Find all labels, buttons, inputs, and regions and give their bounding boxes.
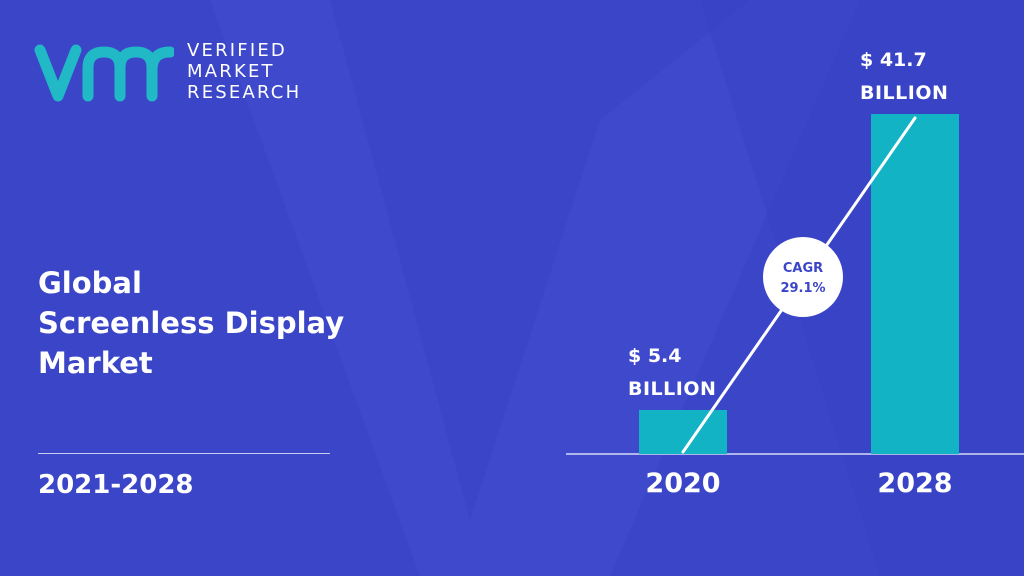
x-tick-label-2020: 2020 (645, 468, 720, 499)
forecast-years: 2021-2028 (38, 470, 194, 500)
brand-name: VERIFIED MARKET RESEARCH (187, 40, 301, 103)
brand-line-3: RESEARCH (187, 82, 302, 103)
cagr-value: 29.1% (780, 281, 825, 296)
title-divider (38, 453, 330, 454)
data-label-unit-2028: BILLION (860, 82, 948, 104)
data-label-value-2020: $ 5.4 (628, 345, 682, 367)
brand-line-2: MARKET (187, 61, 275, 82)
cagr-badge (763, 236, 843, 317)
data-label-unit-2020: BILLION (628, 378, 716, 400)
page-title: Global Screenless Display Market (38, 263, 344, 383)
market-bar-chart: 2020 $ 5.4 BILLION 2028 $ 41.7 BILLION CAGR 29.… (566, 49, 1024, 499)
bar-2020 (639, 409, 727, 454)
title-line-1: Global (38, 266, 142, 300)
vmr-logo-icon (34, 44, 174, 102)
data-label-value-2028: $ 41.7 (860, 49, 927, 71)
brand-line-1: VERIFIED (187, 40, 287, 61)
x-tick-label-2028: 2028 (877, 468, 952, 499)
title-line-3: Market (38, 346, 153, 380)
bar-2028 (871, 114, 959, 454)
cagr-label: CAGR (783, 261, 823, 276)
title-line-2: Screenless Display (38, 306, 345, 340)
